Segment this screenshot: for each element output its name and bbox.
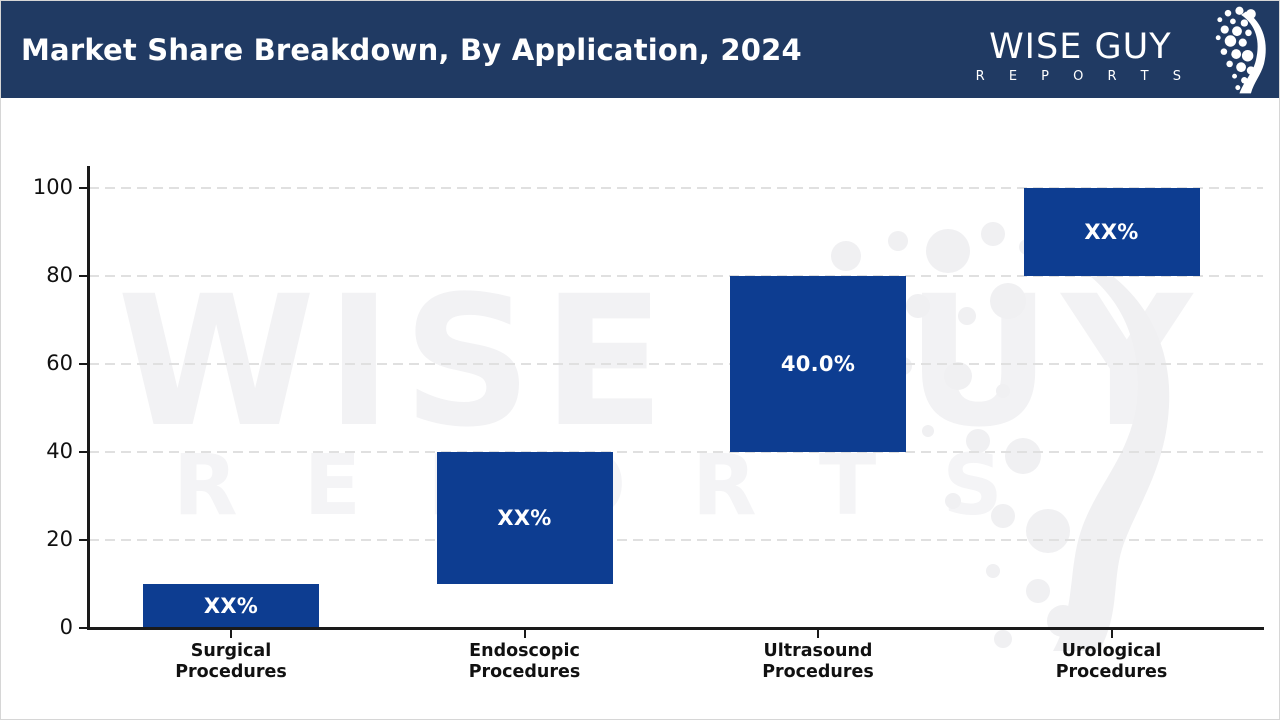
y-axis-tick [79,187,88,189]
bar-value-label: XX% [203,594,259,618]
gridline [89,363,1263,365]
logo-text: WISE GUY R E P O R T S [970,27,1191,84]
y-axis-tick [79,539,88,541]
x-axis-category-label: Urological Procedures [1055,641,1168,682]
logo-subtitle: R E P O R T S [975,69,1191,84]
y-axis-line [87,166,90,629]
header-bar: Market Share Breakdown, By Application, … [1,1,1279,98]
y-axis-tick-label: 80 [46,263,73,287]
bar-surgical-procedures: XX% [143,584,319,628]
y-axis-tick-label: 20 [46,527,73,551]
gridline [89,275,1263,277]
bar-value-label: XX% [1084,220,1139,244]
bar-urological-procedures: XX% [1023,188,1200,276]
logo-wordmark: WISE GUY [989,27,1172,67]
x-axis-tick [523,629,526,638]
y-axis-tick [79,451,88,453]
y-axis-tick-label: 0 [59,615,73,639]
bar-value-label: XX% [497,506,552,530]
logo-face-icon [1215,6,1266,94]
x-axis-tick [1110,629,1113,638]
page-title: Market Share Breakdown, By Application, … [21,32,802,67]
gridline [89,187,1263,189]
x-axis-category-label: Ultrasound Procedures [762,641,874,682]
bar-ultrasound-procedures: 40.0% [730,276,906,452]
y-axis-tick [79,627,88,629]
y-axis-tick [79,275,88,277]
y-axis-tick-label: 60 [46,351,73,375]
x-axis-category-label: Endoscopic Procedures [468,641,581,682]
gridline [89,451,1263,453]
x-axis-category-label: Surgical Procedures [175,641,287,682]
x-axis-tick [817,629,819,638]
x-axis-line [87,627,1264,630]
wiseguy-logo: WISE GUY R E P O R T S [976,5,1269,95]
y-axis-tick-label: 40 [46,439,73,463]
y-axis-tick [79,363,88,365]
bar-endoscopic-procedures: XX% [436,452,613,584]
x-axis-tick [230,629,232,638]
bar-value-label: 40.0% [780,352,856,376]
gridline [89,539,1263,541]
y-axis-tick-label: 100 [32,175,73,199]
